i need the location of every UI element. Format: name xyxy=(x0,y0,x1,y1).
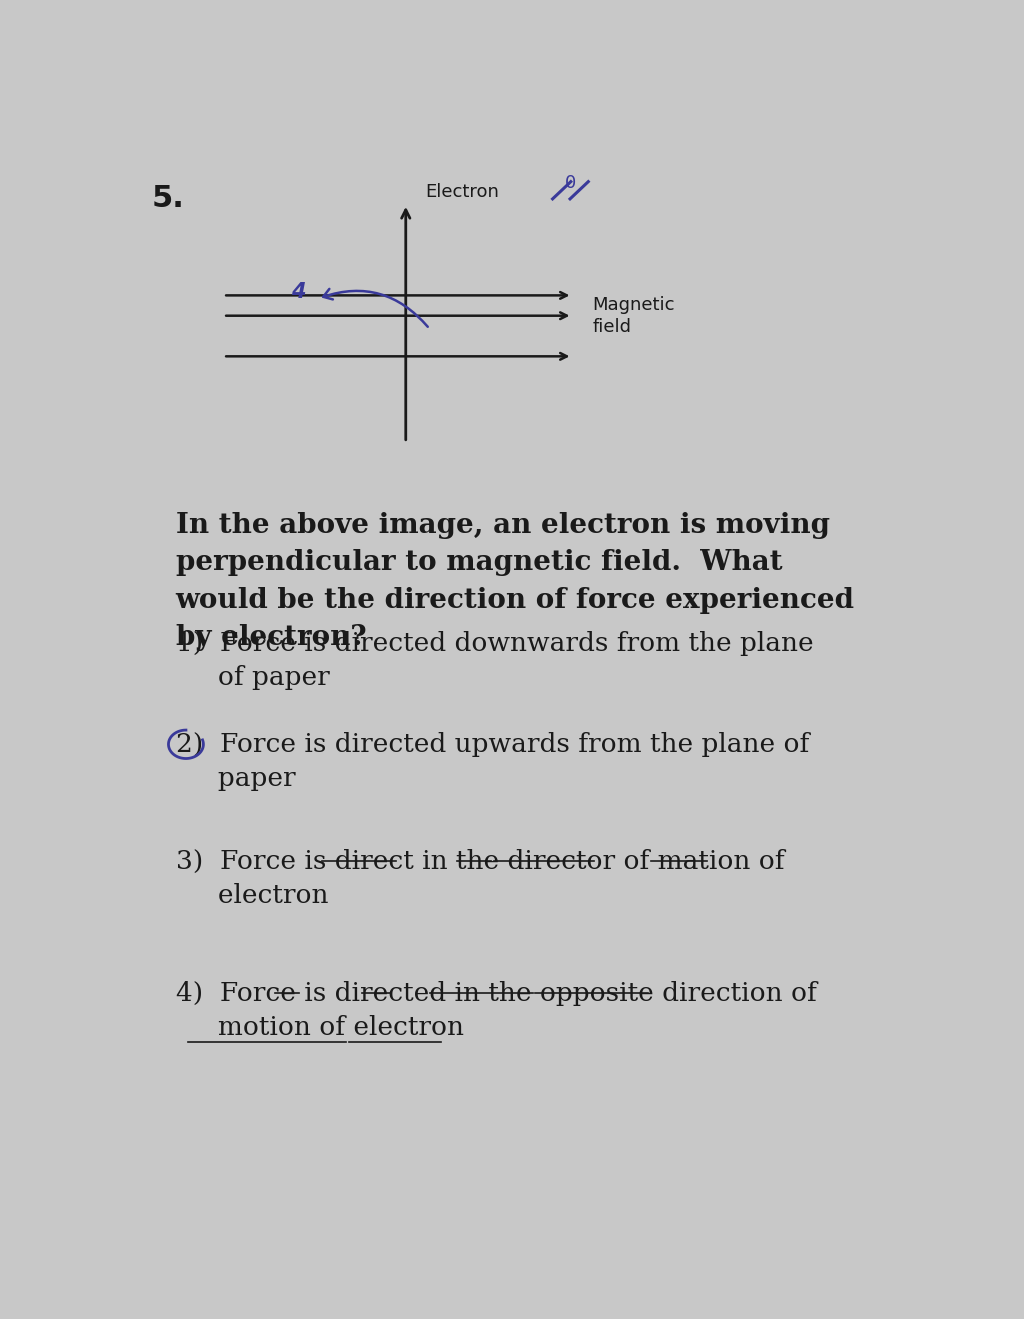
FancyArrowPatch shape xyxy=(324,289,428,327)
Text: Electron: Electron xyxy=(426,183,500,200)
Text: 1)  Force is directed downwards from the plane
     of paper: 1) Force is directed downwards from the … xyxy=(176,630,813,690)
Text: Magnetic
field: Magnetic field xyxy=(592,295,675,336)
Text: 4: 4 xyxy=(292,282,306,302)
Text: 5.: 5. xyxy=(152,183,184,212)
Text: 0: 0 xyxy=(564,174,575,191)
Text: 4)  Force is directed in the opposite direction of
     motion of electron: 4) Force is directed in the opposite dir… xyxy=(176,981,816,1039)
Text: 2)  Force is directed upwards from the plane of
     paper: 2) Force is directed upwards from the pl… xyxy=(176,732,809,791)
Text: 3)  Force is direct in the director of mation of
     electron: 3) Force is direct in the director of ma… xyxy=(176,849,784,907)
Text: In the above image, an electron is moving
perpendicular to magnetic field.  What: In the above image, an electron is movin… xyxy=(176,512,855,652)
